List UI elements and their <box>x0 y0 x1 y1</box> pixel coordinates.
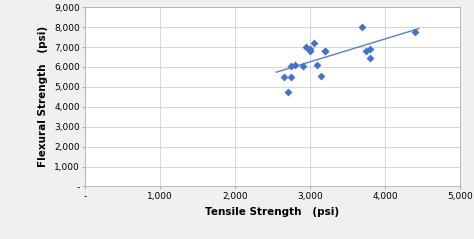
Point <box>306 49 314 53</box>
Point <box>362 49 370 53</box>
Point <box>299 64 306 68</box>
Point <box>284 90 292 94</box>
X-axis label: Tensile Strength   (psi): Tensile Strength (psi) <box>206 206 339 217</box>
Point <box>310 41 318 45</box>
Point <box>291 63 299 67</box>
Point <box>280 75 288 79</box>
Point <box>411 30 419 34</box>
Y-axis label: Flexural Strength   (psi): Flexural Strength (psi) <box>38 26 48 167</box>
Point <box>314 63 321 67</box>
Point <box>321 49 329 53</box>
Point <box>287 64 295 68</box>
Point <box>306 47 314 51</box>
Point <box>302 45 310 49</box>
Point <box>366 47 374 51</box>
Point <box>321 49 329 53</box>
Point <box>318 74 325 78</box>
Point <box>359 25 366 29</box>
Point <box>287 75 295 79</box>
Point <box>366 56 374 60</box>
